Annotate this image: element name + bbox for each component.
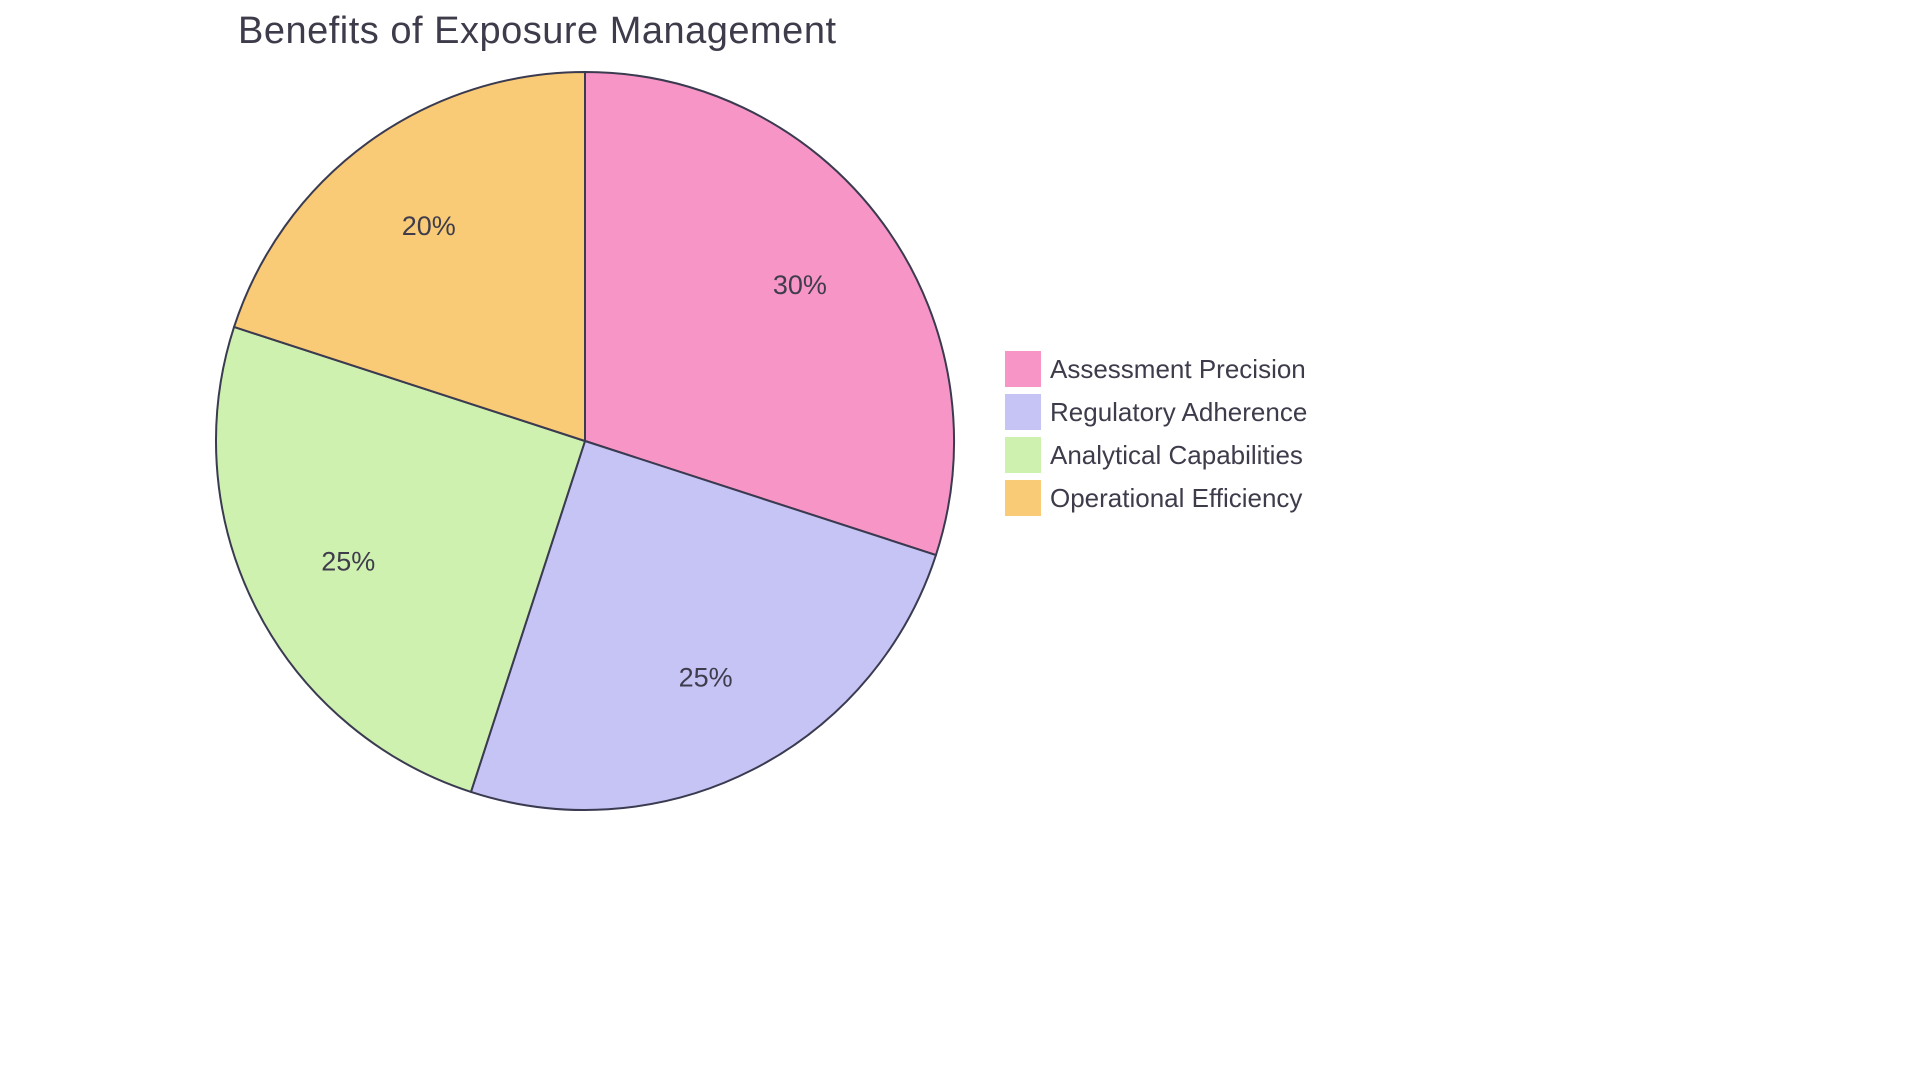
legend-item-analytical-capabilities[interactable]: Analytical Capabilities	[1005, 437, 1307, 473]
pie-slice-analytical-capabilities	[215, 325, 586, 793]
chart-legend: Assessment Precision Regulatory Adherence…	[1005, 351, 1307, 516]
legend-swatch-icon	[1005, 351, 1041, 387]
legend-swatch-icon	[1005, 437, 1041, 473]
legend-label: Regulatory Adherence	[1050, 396, 1308, 427]
legend-item-operational-efficiency[interactable]: Operational Efficiency	[1005, 480, 1307, 516]
slice-percent-label: 25%	[321, 547, 375, 577]
legend-label: Assessment Precision	[1050, 353, 1306, 384]
legend-label: Operational Efficiency	[1050, 482, 1303, 513]
legend-label: Analytical Capabilities	[1050, 439, 1303, 470]
legend-item-regulatory-adherence[interactable]: Regulatory Adherence	[1005, 394, 1307, 430]
legend-swatch-icon	[1005, 480, 1041, 516]
slice-percent-label: 30%	[773, 270, 827, 300]
slice-percent-label: 20%	[402, 211, 456, 241]
pie-slice-regulatory-adherence	[469, 440, 937, 811]
legend-swatch-icon	[1005, 394, 1041, 430]
legend-item-assessment-precision[interactable]: Assessment Precision	[1005, 351, 1307, 387]
pie-slice-assessment-precision	[584, 71, 955, 557]
pie-slice-operational-efficiency	[233, 71, 586, 442]
slice-percent-label: 25%	[679, 663, 733, 693]
chart-title: Benefits of Exposure Management	[238, 10, 837, 52]
